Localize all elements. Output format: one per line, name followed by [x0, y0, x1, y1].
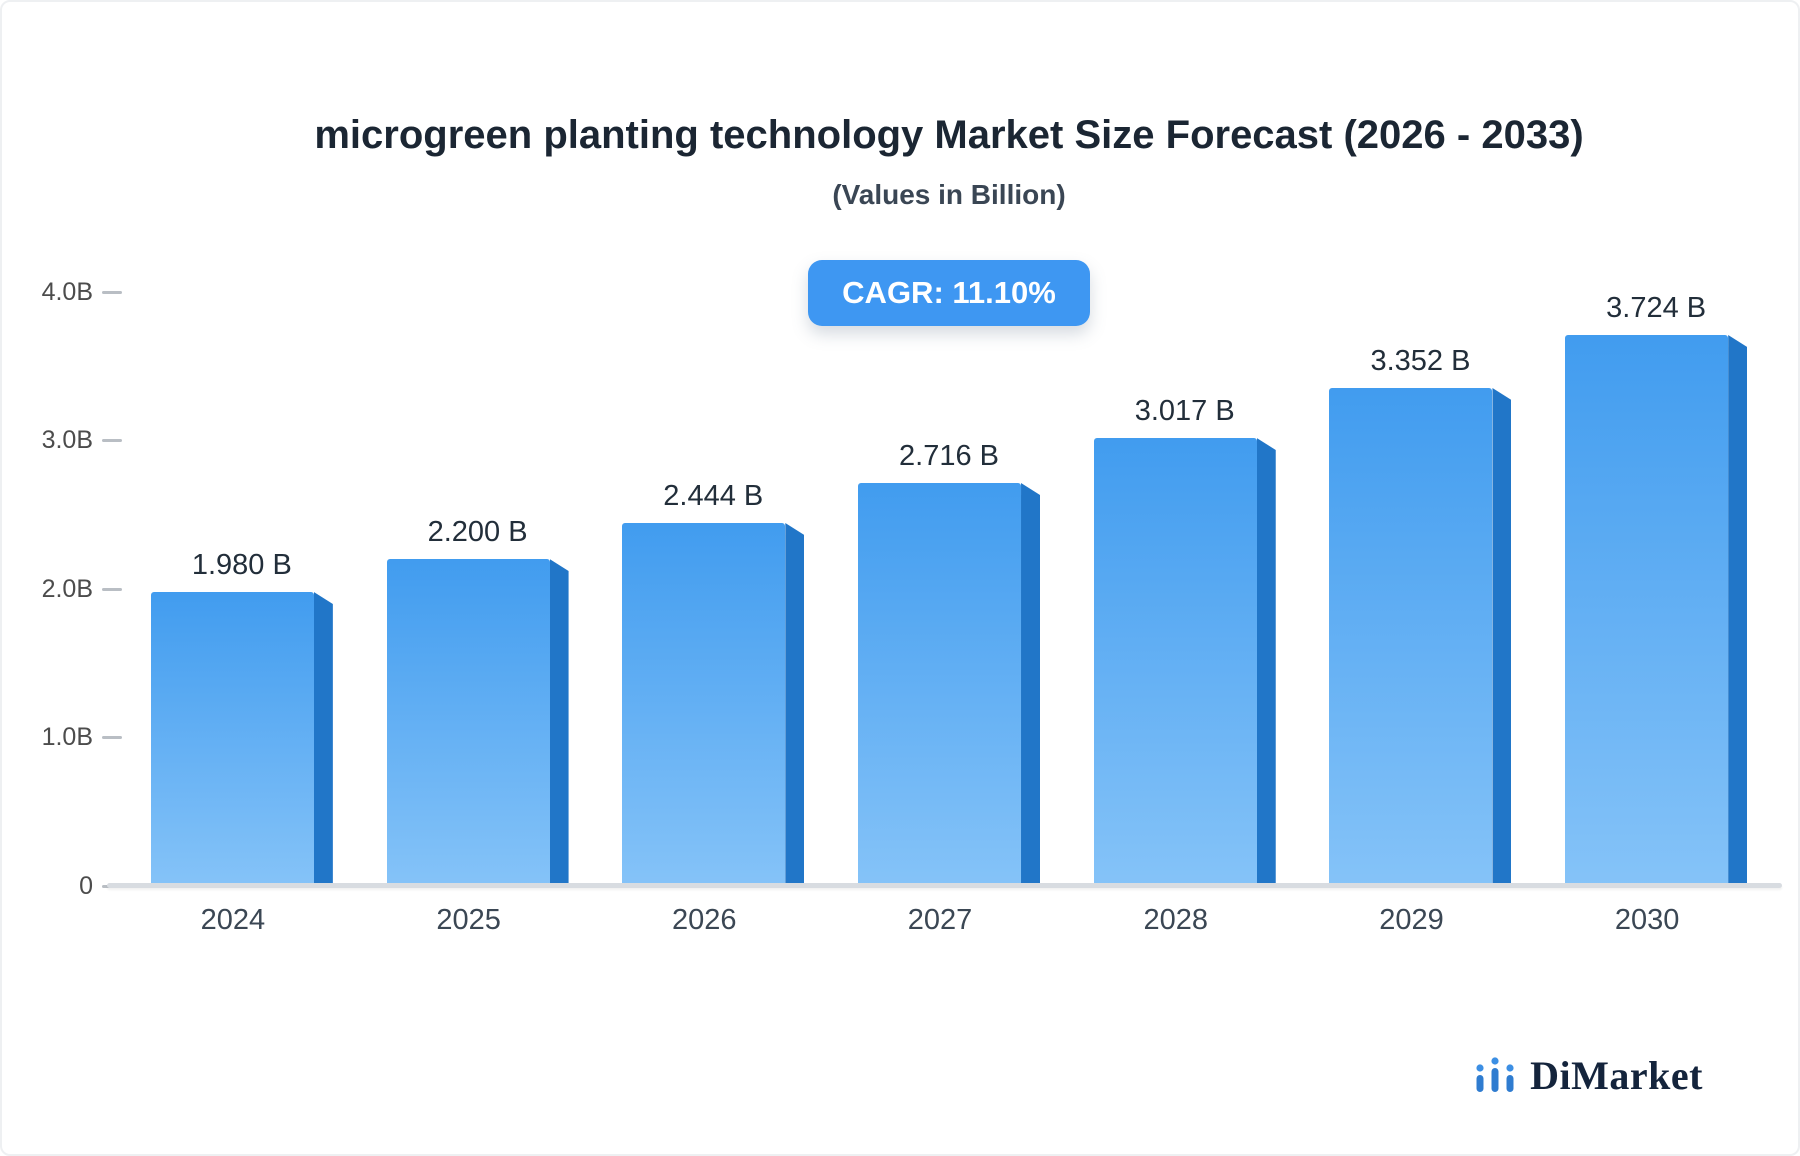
bar-group-2026: 2.444 B	[595, 292, 831, 886]
bar-value-label: 3.352 B	[1370, 345, 1471, 377]
y-tick-label: 2.0B	[41, 574, 93, 603]
x-axis-labels: 2024 2025 2026 2027 2028 2029 2030	[124, 904, 1774, 937]
bar-value-label: 3.724 B	[1606, 292, 1707, 324]
bar	[386, 559, 569, 886]
bars-area: 1.980 B 2.200 B 2.444 B 2.716 B 3.017 B 3.352…	[124, 292, 1774, 886]
y-axis: 4.0B 3.0B 2.0B 1.0B 0	[2, 278, 124, 900]
x-axis-label: 2025	[436, 904, 501, 936]
bar-side	[313, 592, 333, 886]
y-tick-label: 4.0B	[41, 277, 93, 306]
bar-chart-dots-icon	[1476, 1056, 1514, 1092]
y-tick-mark	[102, 439, 122, 442]
bar-face	[1565, 335, 1729, 886]
bar-group-2029: 3.352 B	[1303, 292, 1539, 886]
bar-group-2027: 2.716 B	[831, 292, 1067, 886]
bar-value-label: 2.200 B	[427, 516, 528, 548]
bar	[622, 523, 805, 886]
chart-header: microgreen planting technology Market Si…	[124, 2, 1774, 326]
bar-side	[785, 523, 805, 886]
brand-name: DiMarket	[1530, 1053, 1703, 1098]
bar-face	[1093, 438, 1257, 886]
y-tick-label: 1.0B	[41, 723, 93, 751]
bar-side	[1021, 483, 1041, 886]
x-axis-label: 2024	[200, 904, 266, 936]
chart-subtitle: (Values in Billion)	[832, 179, 1066, 210]
bar-face	[386, 559, 550, 886]
y-tick-label: 0	[79, 871, 93, 900]
bar-group-2025: 2.200 B	[360, 292, 596, 886]
x-axis-label: 2030	[1614, 904, 1680, 936]
y-tick: 2.0B	[42, 574, 122, 604]
y-tick: 3.0B	[42, 426, 122, 456]
bar-group-2028: 3.017 B	[1067, 292, 1303, 886]
bar-face	[858, 483, 1022, 886]
brand-logo: DiMarket	[1472, 1052, 1703, 1099]
bar	[858, 483, 1041, 886]
bar-value-label: 2.444 B	[663, 480, 764, 512]
bar-value-label: 1.980 B	[191, 549, 292, 581]
bar-face	[622, 523, 786, 886]
chart-title: microgreen planting technology Market Si…	[314, 113, 1584, 157]
x-axis-label: 2027	[907, 904, 973, 936]
y-tick-label: 3.0B	[41, 426, 93, 454]
x-axis-label: 2026	[672, 904, 737, 936]
x-axis-label: 2028	[1143, 904, 1208, 936]
bar-side	[1256, 438, 1276, 886]
bar	[1329, 388, 1512, 886]
y-tick-mark	[102, 736, 122, 739]
y-tick-mark	[102, 290, 122, 294]
bar	[1093, 438, 1276, 886]
bar-face	[1329, 388, 1493, 886]
bar-face	[150, 592, 314, 886]
bar	[1565, 335, 1748, 886]
y-tick: 1.0B	[42, 723, 122, 753]
y-tick: 4.0B	[42, 277, 122, 307]
bar-side	[1492, 388, 1512, 886]
y-tick-mark	[102, 587, 122, 591]
x-axis-line	[107, 883, 1782, 888]
bar-value-label: 3.017 B	[1134, 395, 1235, 427]
bar-value-label: 2.716 B	[899, 440, 999, 472]
x-axis-label: 2029	[1379, 904, 1444, 936]
bar-group-2024: 1.980 B	[124, 292, 360, 886]
bar-side	[1728, 335, 1748, 886]
bar-side	[549, 559, 569, 886]
bar	[150, 592, 333, 886]
bar-group-2030: 3.724 B	[1538, 292, 1774, 886]
